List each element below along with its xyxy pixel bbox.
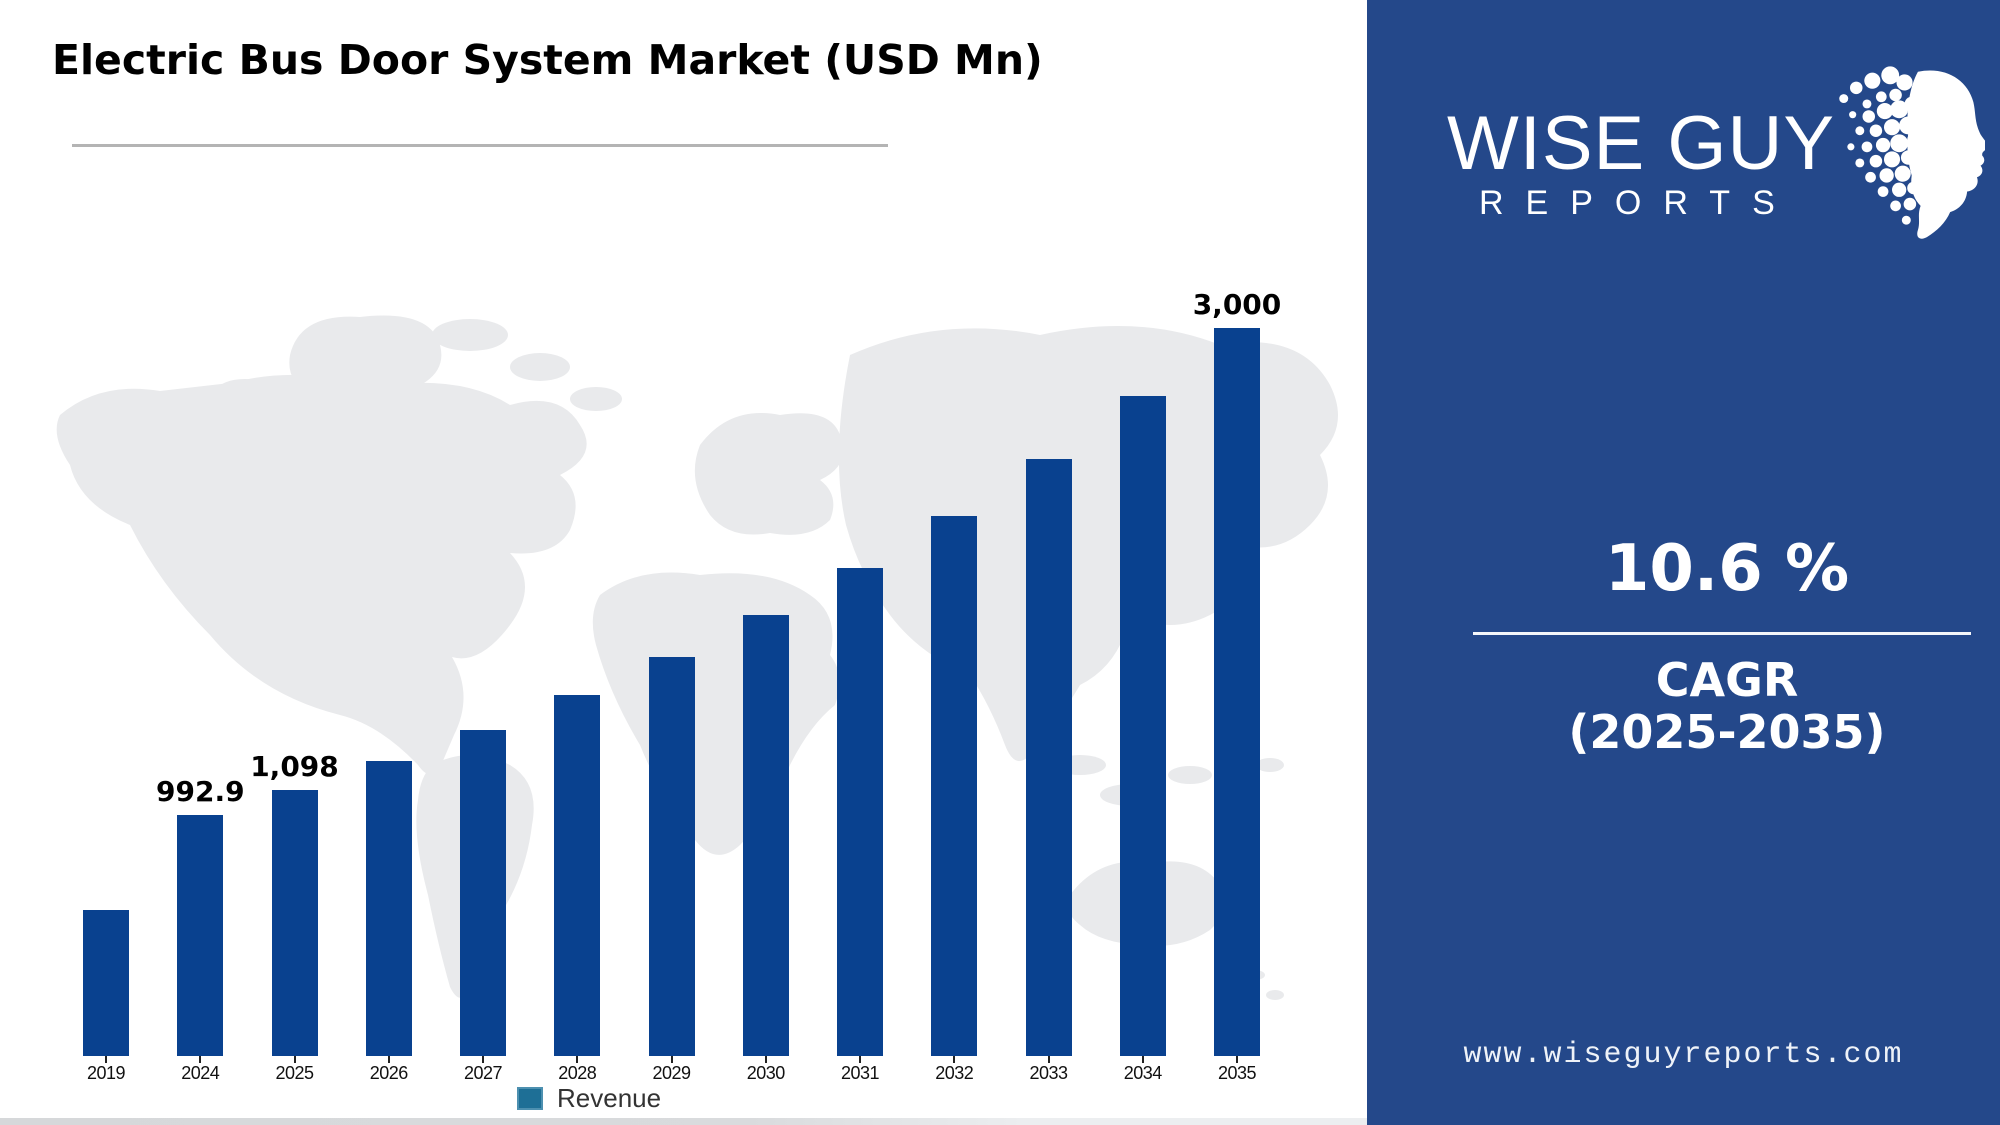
- bar-2031: [837, 568, 883, 1056]
- legend-swatch: [517, 1087, 543, 1110]
- x-tick-label-2019: 2019: [86, 1063, 126, 1083]
- website-link[interactable]: www.wiseguyreports.com: [1463, 1038, 1904, 1072]
- x-tick-label-2030: 2030: [746, 1063, 786, 1083]
- x-tick-label-2034: 2034: [1123, 1063, 1163, 1083]
- x-axis-tick: [576, 1056, 579, 1063]
- chart-region: Electric Bus Door System Market (USD Mn): [0, 36, 1367, 1125]
- x-axis-tick: [1047, 1056, 1050, 1063]
- x-tick-label-2024: 2024: [181, 1063, 220, 1083]
- x-tick-label-2035: 2035: [1217, 1063, 1257, 1083]
- title-underline: [72, 144, 888, 147]
- x-tick-label-2025: 2025: [275, 1063, 314, 1083]
- x-tick-label-2026: 2026: [369, 1063, 409, 1083]
- bar-value-label-2035: 3,000: [1192, 288, 1282, 321]
- x-axis-tick: [105, 1056, 107, 1063]
- wise-guy-head-logo-icon: [1839, 66, 1985, 239]
- bar-2030: [742, 615, 789, 1056]
- bar-2025: [271, 790, 318, 1056]
- cagr-value: 10.6 %: [1604, 532, 1850, 606]
- page-title: Electric Bus Door System Market (USD Mn): [52, 36, 1043, 84]
- bar-2024: [177, 815, 224, 1056]
- brand-panel: WISE GUY REPORTS 10.6 %: [1367, 0, 2000, 1125]
- x-axis-tick: [953, 1056, 956, 1063]
- x-axis-tick: [1236, 1056, 1238, 1063]
- x-axis-tick: [670, 1056, 673, 1063]
- legend-label: Revenue: [557, 1083, 662, 1113]
- x-axis-tick: [482, 1056, 484, 1063]
- bottom-edge-strip: [0, 1118, 1367, 1125]
- cagr-label: CAGR (2025-2035): [1447, 654, 2000, 758]
- logo-wiseguy-text: WISE GUY: [1447, 101, 1836, 186]
- bar-2035: [1214, 328, 1260, 1056]
- bar-2026: [365, 761, 412, 1056]
- x-tick-label-2032: 2032: [935, 1063, 974, 1083]
- legend-item-revenue[interactable]: Revenue: [517, 1083, 661, 1114]
- bar-2028: [554, 695, 601, 1056]
- x-axis-tick: [764, 1056, 767, 1063]
- logo-reports-text: REPORTS: [1479, 184, 1797, 222]
- bar-2019: [83, 910, 129, 1056]
- cagr-word: CAGR: [1655, 653, 1799, 707]
- bar-chart: 2019 2024 992.9 2025 1,098 2026 2027 2028 2029 20…: [83, 288, 1282, 1083]
- x-axis-tick: [199, 1056, 202, 1063]
- bar-2027: [460, 730, 506, 1056]
- x-axis-tick: [387, 1056, 390, 1063]
- bar-2033: [1025, 459, 1072, 1056]
- x-tick-label-2028: 2028: [558, 1063, 597, 1083]
- x-axis-tick: [293, 1056, 296, 1063]
- bar-value-label-2024: 992.9: [156, 775, 245, 808]
- x-axis-tick: [859, 1056, 861, 1063]
- bar-value-label-2025: 1,098: [250, 750, 339, 783]
- cagr-range: (2025-2035): [1568, 705, 1886, 759]
- x-axis-tick: [1141, 1056, 1144, 1063]
- stats-divider: [1473, 632, 1971, 635]
- x-tick-label-2031: 2031: [840, 1063, 880, 1083]
- x-tick-label-2029: 2029: [652, 1063, 691, 1083]
- bar-2034: [1119, 396, 1166, 1056]
- bar-2032: [931, 516, 978, 1056]
- bar-2029: [648, 657, 695, 1056]
- x-tick-label-2027: 2027: [463, 1063, 503, 1083]
- x-tick-label-2033: 2033: [1029, 1063, 1068, 1083]
